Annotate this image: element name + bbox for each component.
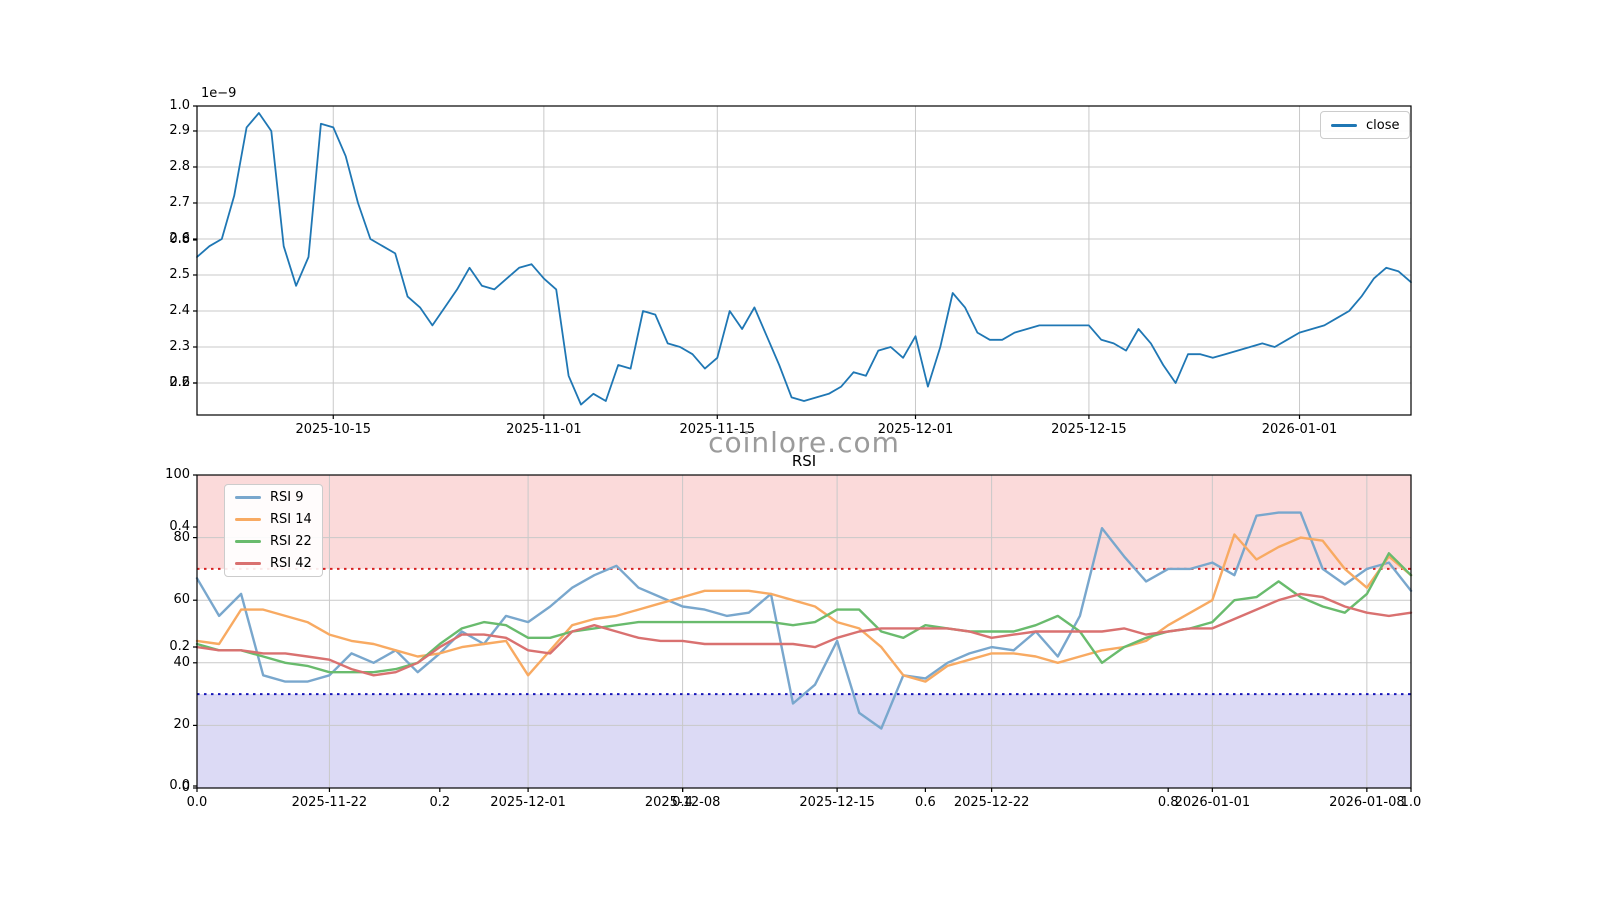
legend-swatch: [235, 518, 261, 521]
y-tick-label-secondary: 0.2: [169, 639, 190, 654]
series-rsi-9: [195, 511, 1413, 730]
y-tick-label: 2.8: [169, 158, 190, 174]
series-close: [196, 112, 1412, 406]
y-tick-label: 100: [165, 467, 190, 482]
y-tick-label: 40: [173, 654, 190, 670]
x-tick-label-secondary: 1.0: [1400, 795, 1422, 810]
y-tick-label-secondary: 0.8: [169, 232, 190, 247]
watermark: coinlore.com: [708, 426, 900, 459]
x-tick-label: 2026-01-01: [1174, 795, 1251, 810]
legend-label: RSI 9: [270, 490, 304, 505]
price-legend: close: [1320, 111, 1411, 139]
x-tick-label: 2025-11-22: [291, 795, 368, 810]
y-tick-label: 2.2: [169, 374, 190, 390]
rsi-axes-title: RSI: [791, 452, 817, 470]
axes-spines: [196, 474, 1412, 789]
x-tick-label-secondary: 0.8: [1157, 795, 1179, 810]
y-tick-label: 2.6: [169, 230, 190, 246]
x-tick-label: 2026-01-01: [1261, 422, 1338, 437]
legend-swatch: [235, 562, 261, 565]
rsi-band: [197, 694, 1411, 788]
legend-item-close: close: [1331, 118, 1399, 133]
x-tick-label: 2025-12-01: [877, 422, 954, 437]
x-tick-label-secondary: 0.6: [915, 795, 936, 810]
legend-swatch: [235, 496, 261, 499]
series-rsi-14: [195, 533, 1413, 683]
y-tick-label: 20: [173, 717, 190, 733]
x-tick-label: 2025-11-01: [506, 422, 582, 437]
y-tick-label: 2.5: [169, 266, 190, 282]
y-tick-label: 0: [181, 780, 190, 795]
series-rsi-22: [195, 552, 1413, 674]
series-rsi-42: [195, 592, 1413, 677]
legend-label: close: [1366, 117, 1400, 133]
x-tick-label: 2025-12-08: [644, 795, 721, 810]
x-tick-label: 2025-10-15: [295, 422, 372, 437]
legend-swatch: [1331, 123, 1357, 127]
legend-item-rsi-42: RSI 42: [235, 556, 312, 571]
legend-swatch: [235, 540, 261, 543]
x-tick-label-secondary: 0.0: [186, 795, 208, 810]
x-tick-label-secondary: 0.2: [429, 795, 451, 810]
x-tick-label: 2025-12-01: [490, 795, 566, 810]
y-tick-label: 2.7: [169, 194, 190, 210]
rsi-band: [197, 475, 1411, 569]
rsi-legend: RSI 9 RSI 14 RSI 22 RSI 42: [224, 484, 323, 577]
x-tick-label: 2026-01-08: [1329, 795, 1405, 810]
x-tick-label: 2025-12-15: [799, 795, 875, 810]
y-tick-label: 80: [173, 529, 190, 545]
y-tick-label-secondary: 0.6: [169, 375, 190, 390]
legend-label: RSI 42: [270, 556, 312, 571]
y-tick-label-secondary: 0.4: [169, 519, 190, 534]
y-axis-offset-label: 1e−9: [201, 86, 237, 101]
legend-label: RSI 14: [270, 512, 312, 527]
y-tick-label: 2.3: [169, 338, 190, 354]
axes-spines: [196, 105, 1412, 416]
legend-item-rsi-9: RSI 9: [235, 490, 312, 505]
legend-item-rsi-22: RSI 22: [235, 534, 312, 549]
x-tick-label: 2025-12-22: [953, 795, 1030, 810]
y-tick-label-secondary: 1.0: [169, 98, 190, 113]
x-tick-label: 2025-12-15: [1051, 422, 1127, 437]
y-tick-label-secondary: 0.0: [169, 778, 190, 793]
legend-item-rsi-14: RSI 14: [235, 512, 312, 527]
y-tick-label: 2.4: [169, 302, 190, 318]
y-tick-label: 2.9: [169, 122, 190, 138]
legend-label: RSI 22: [270, 534, 312, 549]
x-tick-label: 2025-11-15: [679, 422, 756, 437]
x-tick-label-secondary: 0.4: [672, 795, 693, 810]
y-tick-label: 60: [173, 592, 190, 608]
